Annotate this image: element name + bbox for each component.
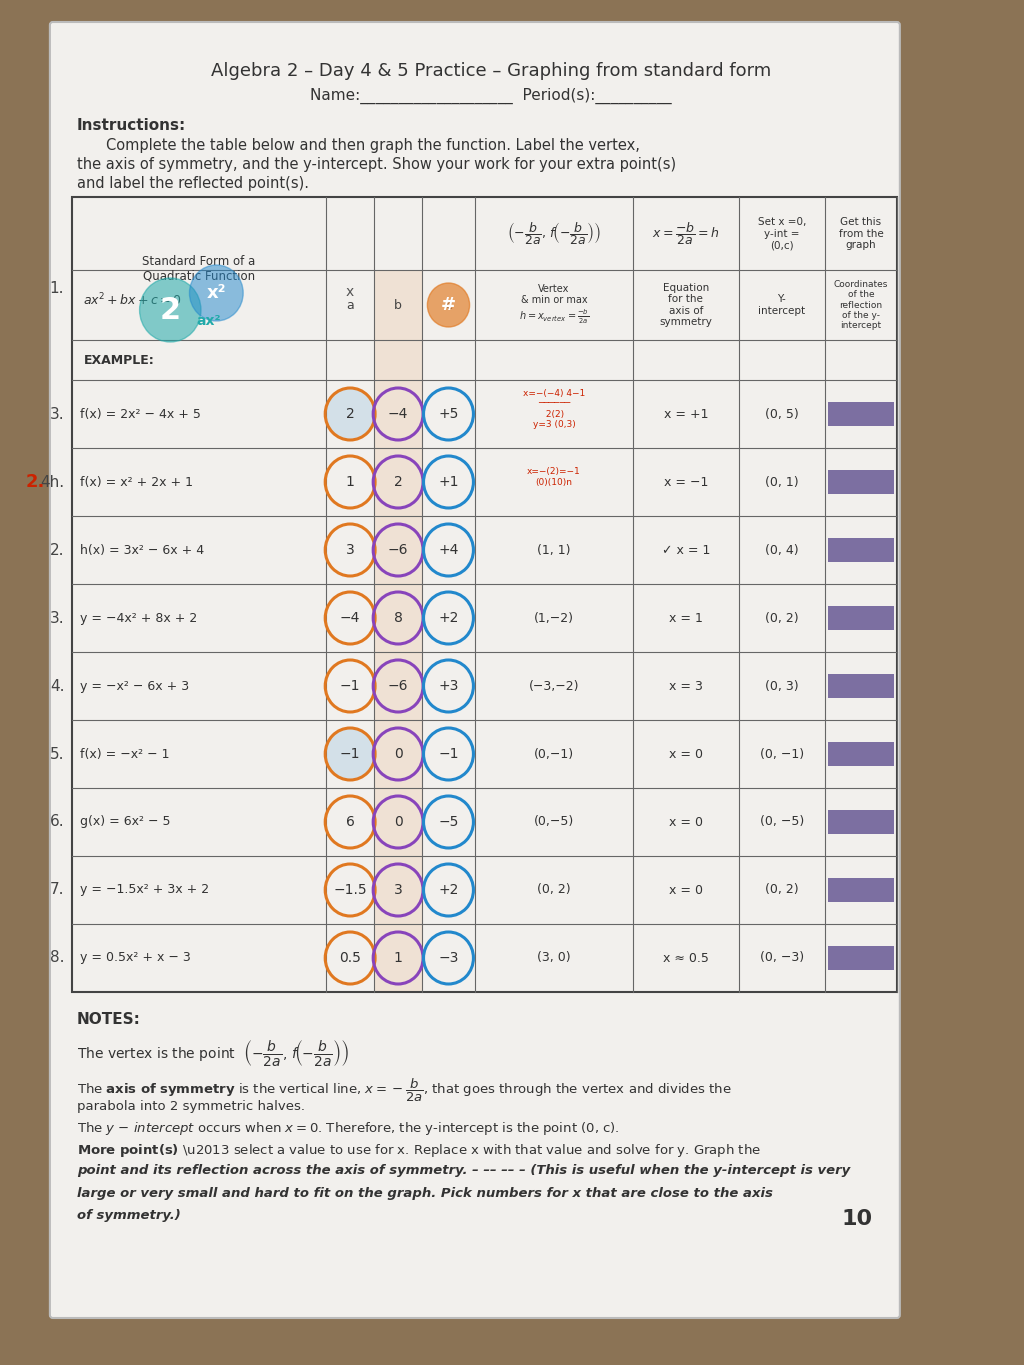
Text: Coordinates
of the
reflection
of the y-
intercept: Coordinates of the reflection of the y- … [834, 280, 888, 330]
Text: 7.: 7. [50, 883, 65, 898]
Text: (0, 5): (0, 5) [765, 408, 799, 420]
Text: (3, 0): (3, 0) [538, 951, 570, 965]
Bar [72, 197, 897, 992]
Text: x = 1: x = 1 [669, 612, 702, 625]
Text: x = −1: x = −1 [664, 475, 709, 489]
Text: 3.: 3. [49, 610, 65, 625]
Text: parabola into 2 symmetric halves.: parabola into 2 symmetric halves. [77, 1100, 305, 1112]
Text: 6: 6 [346, 815, 354, 829]
Text: (0, 2): (0, 2) [765, 612, 799, 625]
Text: −4: −4 [340, 612, 360, 625]
Circle shape [139, 278, 201, 343]
Text: Instructions:: Instructions: [77, 117, 186, 132]
FancyBboxPatch shape [50, 22, 900, 1319]
Text: The $y$ $-$ $\mathit{intercept}$ occurs when $x = 0$. Therefore, the y-intercept: The $y$ $-$ $\mathit{intercept}$ occurs … [77, 1121, 620, 1137]
Text: 2: 2 [394, 475, 402, 489]
Text: $\left(-\dfrac{b}{2a},\,f\!\left(-\dfrac{b}{2a}\right)\right)$: $\left(-\dfrac{b}{2a},\,f\!\left(-\dfrac… [507, 220, 601, 247]
Text: y = 0.5x² + x − 3: y = 0.5x² + x − 3 [80, 951, 190, 965]
Text: 3.: 3. [49, 407, 65, 422]
Text: (0,−1): (0,−1) [534, 748, 574, 760]
Text: 2.: 2. [50, 542, 65, 557]
Circle shape [427, 283, 470, 328]
Text: Complete the table below and then graph the function. Label the vertex,: Complete the table below and then graph … [105, 138, 639, 153]
Text: (0, 3): (0, 3) [765, 680, 799, 692]
Text: ✓ x = 1: ✓ x = 1 [662, 543, 710, 557]
Circle shape [326, 388, 375, 440]
Text: +2: +2 [438, 612, 459, 625]
Text: −1.5: −1.5 [334, 883, 367, 897]
Text: $ax^2 + bx + c = 0$: $ax^2 + bx + c = 0$ [84, 292, 182, 308]
Bar [827, 674, 894, 698]
Text: −6: −6 [388, 543, 409, 557]
Text: (0,−5): (0,−5) [534, 815, 574, 829]
Text: 4.: 4. [50, 678, 65, 693]
Text: (0, 4): (0, 4) [765, 543, 799, 557]
Text: of symmetry.): of symmetry.) [77, 1209, 180, 1222]
Text: 1: 1 [346, 475, 354, 489]
Text: (1, 1): (1, 1) [538, 543, 570, 557]
Text: 4h.: 4h. [40, 475, 65, 490]
Text: Standard Form of a
Quadratic Function: Standard Form of a Quadratic Function [142, 254, 256, 283]
Text: x=−(−4) 4−1
──────
 2(2)
y=3 (0,3): x=−(−4) 4−1 ────── 2(2) y=3 (0,3) [523, 389, 585, 429]
Text: f(x) = x² + 2x + 1: f(x) = x² + 2x + 1 [80, 475, 193, 489]
Text: 8: 8 [393, 612, 402, 625]
Text: (0, 2): (0, 2) [765, 883, 799, 897]
Text: x = 0: x = 0 [669, 748, 702, 760]
Text: $x{=}\dfrac{-b}{2a}{=}h$: $x{=}\dfrac{-b}{2a}{=}h$ [652, 220, 720, 247]
Text: +3: +3 [438, 678, 459, 693]
Text: 1: 1 [393, 951, 402, 965]
Text: (0, 1): (0, 1) [765, 475, 799, 489]
Bar [827, 470, 894, 494]
Text: point and its reflection across the axis of symmetry. – –– –– – (This is useful : point and its reflection across the axis… [77, 1164, 850, 1177]
Bar [827, 946, 894, 971]
Text: Y-
intercept: Y- intercept [759, 295, 806, 315]
Text: −5: −5 [438, 815, 459, 829]
Text: 1.: 1. [50, 281, 65, 296]
Text: f(x) = −x² − 1: f(x) = −x² − 1 [80, 748, 169, 760]
Text: (0, −1): (0, −1) [760, 748, 804, 760]
Text: 0: 0 [394, 815, 402, 829]
Text: ax²: ax² [197, 314, 221, 328]
Text: 6.: 6. [49, 815, 65, 830]
Text: EXAMPLE:: EXAMPLE: [84, 354, 155, 366]
Text: +2: +2 [438, 883, 459, 897]
Text: (0, −3): (0, −3) [760, 951, 804, 965]
Text: 10: 10 [842, 1209, 873, 1229]
Text: y = −x² − 6x + 3: y = −x² − 6x + 3 [80, 680, 188, 692]
Text: −6: −6 [388, 678, 409, 693]
Bar [827, 809, 894, 834]
Text: +4: +4 [438, 543, 459, 557]
Text: Vertex
& min or max
$h = x_{vertex} = \frac{-b}{2a}$: Vertex & min or max $h = x_{vertex} = \f… [519, 284, 589, 326]
Text: y = −4x² + 8x + 2: y = −4x² + 8x + 2 [80, 612, 197, 625]
Text: +5: +5 [438, 407, 459, 420]
Text: x = 3: x = 3 [669, 680, 702, 692]
Circle shape [189, 265, 243, 321]
Text: and label the reflected point(s).: and label the reflected point(s). [77, 176, 309, 191]
Circle shape [326, 728, 375, 779]
Text: x = 0: x = 0 [669, 815, 702, 829]
Text: The vertex is the point  $\left(-\dfrac{b}{2a},\,f\!\left(-\dfrac{b}{2a}\right)\: The vertex is the point $\left(-\dfrac{b… [77, 1037, 349, 1067]
Text: 0.5: 0.5 [339, 951, 361, 965]
Text: x: x [346, 285, 354, 299]
Text: 3: 3 [346, 543, 354, 557]
Text: Set x =0,
y-int =
(0,c): Set x =0, y-int = (0,c) [758, 217, 806, 250]
Text: Algebra 2 – Day 4 & 5 Practice – Graphing from standard form: Algebra 2 – Day 4 & 5 Practice – Graphin… [211, 61, 771, 81]
Text: Equation
for the
axis of
symmetry: Equation for the axis of symmetry [659, 283, 713, 328]
Text: h(x) = 3x² − 6x + 4: h(x) = 3x² − 6x + 4 [80, 543, 204, 557]
Text: x ≈ 0.5: x ≈ 0.5 [663, 951, 709, 965]
Text: 0: 0 [394, 747, 402, 762]
Text: large or very small and hard to fit on the graph. Pick numbers for x that are cl: large or very small and hard to fit on t… [77, 1188, 773, 1200]
Text: −1: −1 [438, 747, 459, 762]
Text: #: # [441, 296, 456, 314]
Text: (0, 2): (0, 2) [538, 883, 570, 897]
Text: 2: 2 [346, 407, 354, 420]
Bar [827, 878, 894, 902]
Text: −4: −4 [388, 407, 409, 420]
Text: g(x) = 6x² − 5: g(x) = 6x² − 5 [80, 815, 170, 829]
Text: 8.: 8. [50, 950, 65, 965]
Text: Name:____________________  Period(s):__________: Name:____________________ Period(s):____… [310, 87, 672, 104]
Bar [827, 538, 894, 562]
Text: x = +1: x = +1 [664, 408, 709, 420]
Text: c: c [445, 299, 452, 311]
Text: (1,−2): (1,−2) [534, 612, 574, 625]
